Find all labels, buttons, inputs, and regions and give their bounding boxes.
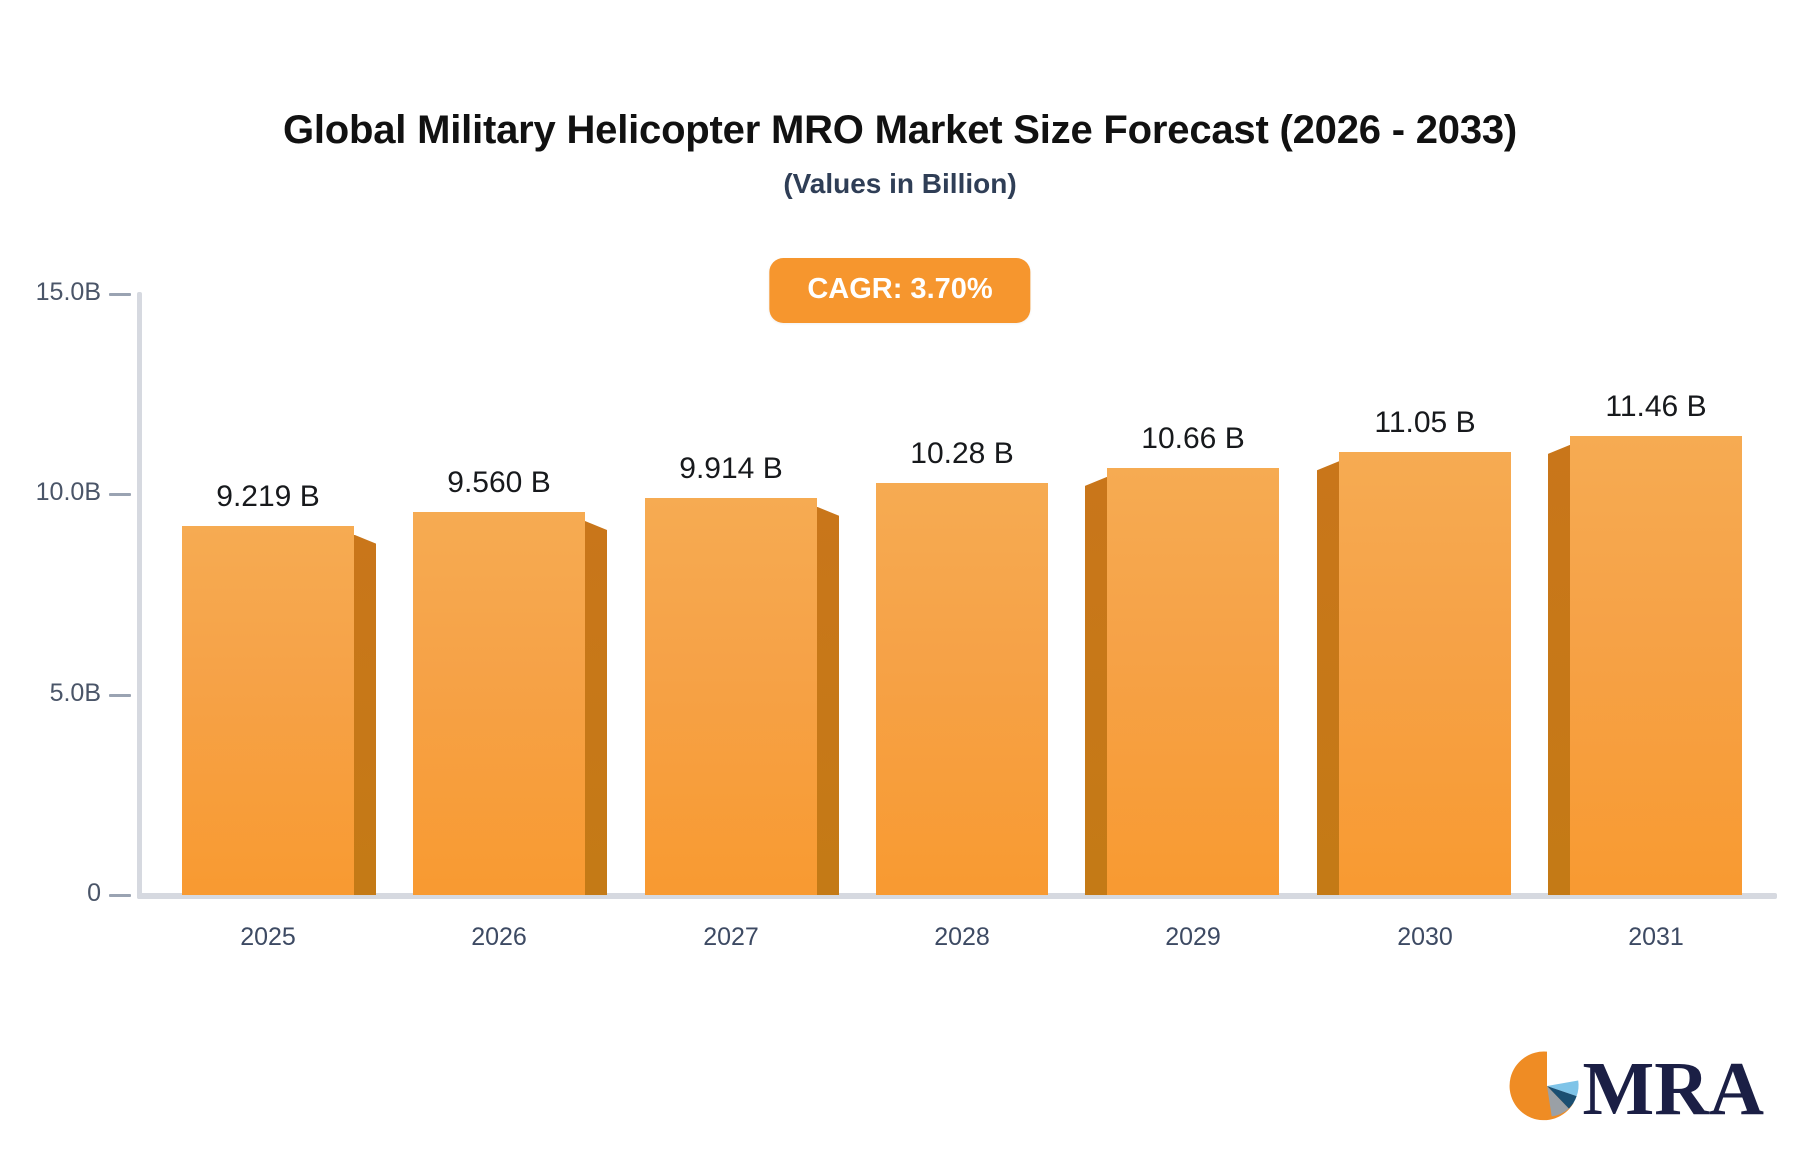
bar-value-label: 11.46 B [1605,389,1707,423]
x-axis-line [137,893,1777,899]
bar-value-label: 9.914 B [679,451,783,485]
x-axis-category-label: 2026 [471,923,527,951]
bar-front-face [182,525,354,895]
bar-column[interactable]: 10.28 B 2028 [876,437,1048,951]
bar-front-face [1570,435,1742,895]
chart-subtitle: (Values in Billion) [783,168,1017,199]
bar-column[interactable]: 11.05 B 2030 [1317,406,1511,951]
bar-value-label: 11.05 B [1374,406,1476,440]
y-axis-tick-mark [109,293,131,296]
bar-column[interactable]: 9.914 B 2027 [645,452,839,951]
bar-front-face [645,497,817,895]
bar-column[interactable]: 9.560 B 2026 [413,466,607,951]
x-axis-category-label: 2031 [1628,923,1684,951]
page-title: Global Military Helicopter MRO Market Si… [282,108,1518,152]
y-axis-tick-label: 0 [87,879,101,907]
y-axis-line [137,292,142,899]
y-axis-tick-label: 15.0B [35,278,101,306]
y-axis-tick-mark [109,894,131,897]
bar-side-face [354,534,376,895]
bar-side-face [1317,461,1339,895]
x-axis-category-label: 2027 [703,923,759,951]
y-axis-tick-label: 5.0B [49,678,101,707]
bar-side-face [1548,444,1570,895]
bar-value-label: 9.219 B [216,479,320,513]
bar-value-label: 10.28 B [910,437,1014,471]
bar-front-face [1107,467,1279,895]
bar-side-face [817,506,839,895]
logo-wordmark: MRA [1582,1046,1764,1131]
pie-chart-logo-icon [1508,1047,1586,1130]
bar-side-face [1085,476,1107,895]
y-axis-tick-mark [109,693,131,697]
bar-column[interactable]: 10.66 B 2029 [1085,422,1279,951]
bar-value-label: 9.560 B [447,465,551,499]
y-axis-tick-label: 10.0B [35,478,101,507]
x-axis-category-label: 2029 [1165,923,1221,951]
x-axis-category-label: 2025 [240,923,296,951]
bar-column[interactable]: 11.46 B 2031 [1548,390,1742,951]
cagr-badge: CAGR: 3.70% [769,258,1031,323]
x-axis-category-label: 2030 [1397,923,1453,951]
mra-logo: MRA [1508,1047,1764,1130]
bar-column[interactable]: 9.219 B 2025 [182,480,376,951]
bar-front-face [413,511,585,895]
y-axis-tick-mark [109,493,131,497]
bar-front-face [876,483,1048,895]
bar-front-face [1339,452,1511,895]
bar-value-label: 10.66 B [1141,421,1245,455]
bar-side-face [585,520,607,895]
x-axis-category-label: 2028 [934,923,990,951]
